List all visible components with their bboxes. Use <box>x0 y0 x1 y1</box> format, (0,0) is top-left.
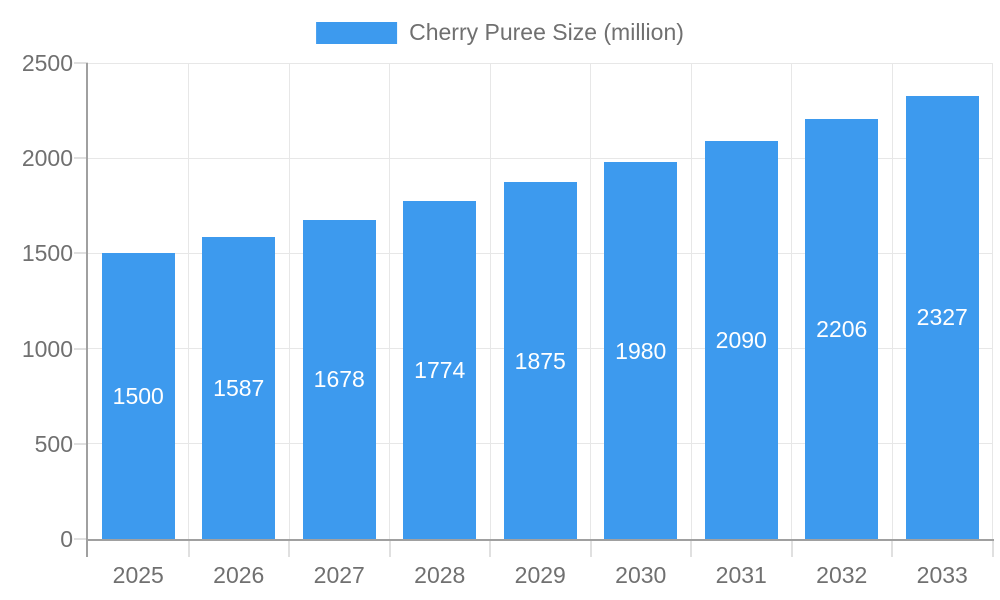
bar[interactable] <box>905 95 979 539</box>
x-tick <box>589 539 592 557</box>
x-tick <box>187 539 190 557</box>
y-tick <box>74 442 88 445</box>
x-gridline <box>590 63 591 539</box>
y-axis-label: 0 <box>60 526 73 552</box>
x-axis-label: 2029 <box>514 562 566 588</box>
y-axis-label: 2500 <box>21 50 73 76</box>
x-gridline <box>389 63 390 539</box>
y-tick <box>74 157 88 160</box>
x-tick <box>288 539 290 557</box>
y-axis-label: 1000 <box>21 335 73 362</box>
x-tick <box>991 539 994 557</box>
x-axis-label: 2032 <box>816 562 868 588</box>
x-axis-label: 2030 <box>615 562 667 588</box>
y-axis-label: 1500 <box>21 240 73 267</box>
bar[interactable] <box>704 141 778 539</box>
x-gridline <box>188 63 189 539</box>
bar[interactable] <box>302 219 376 539</box>
x-tick <box>489 539 491 557</box>
bar[interactable] <box>805 118 879 539</box>
y-axis-label: 2000 <box>21 145 73 172</box>
y-axis-line <box>86 63 88 557</box>
bar[interactable] <box>403 201 477 539</box>
bar-value-label: 2327 <box>916 304 968 331</box>
x-axis-label: 2027 <box>313 562 365 588</box>
legend-swatch <box>316 21 398 44</box>
legend: Cherry Puree Size (million) <box>316 19 684 46</box>
x-gridline <box>791 63 792 539</box>
y-tick <box>74 62 88 64</box>
bar-value-label: 1774 <box>414 357 466 384</box>
bar-value-label: 1500 <box>112 383 164 410</box>
bar-value-label: 2206 <box>816 315 868 342</box>
x-gridline <box>690 63 692 539</box>
bar-value-label: 1875 <box>514 347 566 374</box>
x-axis-line <box>86 539 994 541</box>
x-axis-label: 2031 <box>715 562 767 588</box>
legend-label: Cherry Puree Size (million) <box>409 19 684 45</box>
x-axis-label: 2026 <box>213 562 265 588</box>
x-tick <box>891 539 893 557</box>
y-gridline <box>88 62 993 64</box>
y-tick <box>74 252 88 255</box>
bar[interactable] <box>202 236 276 539</box>
x-tick <box>388 539 391 557</box>
bar-value-label: 1980 <box>615 337 667 364</box>
x-axis-label: 2028 <box>414 562 466 588</box>
bar[interactable] <box>101 253 175 539</box>
bar[interactable] <box>604 162 678 539</box>
y-tick <box>74 538 88 540</box>
y-axis-label: 500 <box>34 430 73 457</box>
y-tick <box>74 347 88 350</box>
x-axis-label: 2033 <box>916 562 968 588</box>
x-gridline <box>288 63 290 539</box>
x-gridline <box>891 63 893 539</box>
bar-value-label: 1587 <box>213 374 265 401</box>
x-tick <box>790 539 793 557</box>
bar-value-label: 2090 <box>715 327 767 354</box>
x-gridline <box>489 63 491 539</box>
y-gridline <box>88 157 993 159</box>
x-axis-label: 2025 <box>112 562 164 588</box>
bar-value-label: 1678 <box>313 366 365 393</box>
x-tick <box>690 539 692 557</box>
bar[interactable] <box>503 182 577 539</box>
x-gridline <box>992 63 993 539</box>
